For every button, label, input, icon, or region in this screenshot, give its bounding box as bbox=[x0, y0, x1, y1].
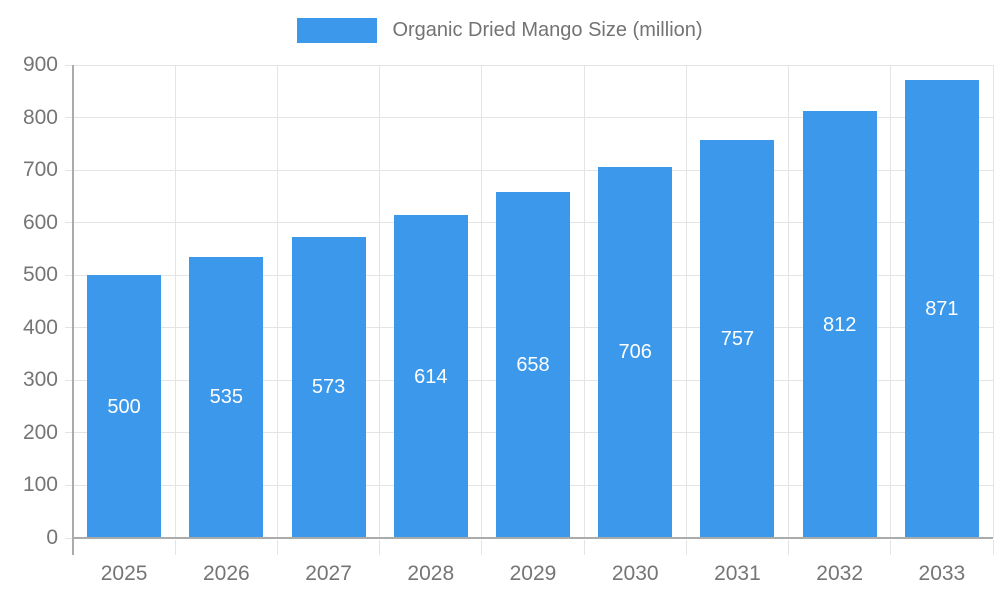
legend[interactable]: Organic Dried Mango Size (million) bbox=[0, 18, 1000, 43]
x-axis-tick bbox=[583, 540, 585, 555]
x-axis-tick-label: 2033 bbox=[918, 562, 966, 585]
y-axis-tick-label: 400 bbox=[22, 315, 58, 339]
x-axis-tick-label: 2026 bbox=[202, 562, 250, 585]
y-axis-tick bbox=[65, 117, 73, 119]
gridline-horizontal bbox=[73, 117, 993, 119]
y-axis-tick bbox=[65, 537, 73, 539]
y-axis-tick bbox=[65, 222, 73, 224]
legend-swatch bbox=[297, 18, 378, 43]
x-axis-tick-label: 2029 bbox=[509, 562, 557, 585]
bar-2029[interactable] bbox=[496, 192, 570, 538]
bar-2032[interactable] bbox=[802, 111, 877, 538]
bar-value-label: 812 bbox=[822, 313, 857, 336]
y-axis-tick-label: 200 bbox=[22, 420, 58, 444]
y-axis-tick-label: 800 bbox=[22, 105, 58, 129]
gridline-vertical bbox=[276, 65, 278, 538]
x-axis-tick-label: 2028 bbox=[407, 562, 455, 585]
gridline-vertical bbox=[481, 65, 483, 538]
bar-value-label: 871 bbox=[925, 298, 959, 321]
legend-label: Organic Dried Mango Size (million) bbox=[392, 19, 703, 41]
bar-2028[interactable] bbox=[393, 215, 468, 538]
gridline-vertical bbox=[992, 65, 994, 538]
x-axis-tick-label: 2025 bbox=[100, 562, 148, 585]
y-axis-tick-label: 700 bbox=[22, 158, 58, 182]
bar-2033[interactable] bbox=[904, 80, 979, 538]
y-axis-tick bbox=[65, 274, 73, 276]
y-axis-tick bbox=[65, 484, 73, 486]
gridline-vertical bbox=[890, 65, 892, 538]
bar-value-label: 658 bbox=[516, 354, 550, 377]
x-axis-tick bbox=[890, 540, 892, 555]
gridline-vertical bbox=[174, 65, 176, 538]
gridline-vertical bbox=[788, 65, 790, 538]
y-axis-tick-label: 600 bbox=[22, 210, 58, 234]
y-axis-tick-label: 300 bbox=[22, 368, 58, 392]
x-axis-tick-label: 2027 bbox=[305, 562, 352, 585]
bar-2030[interactable] bbox=[598, 166, 673, 538]
gridline-horizontal bbox=[73, 64, 993, 66]
bar-2026[interactable] bbox=[189, 256, 264, 538]
y-axis-tick bbox=[65, 379, 73, 381]
x-axis-tick bbox=[992, 540, 994, 555]
y-axis-tick-label: 900 bbox=[22, 53, 58, 76]
x-axis-tick bbox=[379, 540, 381, 555]
bar-value-label: 573 bbox=[311, 376, 346, 399]
x-axis-tick-label: 2031 bbox=[714, 562, 761, 585]
gridline-vertical bbox=[685, 65, 687, 538]
y-axis-tick bbox=[65, 64, 73, 66]
gridline-horizontal bbox=[73, 169, 993, 171]
y-axis-tick-label: 500 bbox=[22, 263, 58, 287]
x-axis-tick bbox=[788, 540, 790, 555]
x-axis-tick bbox=[174, 540, 176, 555]
x-axis-tick-label: 2032 bbox=[816, 562, 864, 585]
x-axis-tick bbox=[685, 540, 687, 555]
y-axis-tick bbox=[65, 432, 73, 434]
y-axis-tick bbox=[65, 169, 73, 171]
bar-value-label: 535 bbox=[209, 386, 244, 409]
bar-2031[interactable] bbox=[700, 140, 775, 538]
gridline-vertical bbox=[583, 65, 585, 538]
bar-value-label: 757 bbox=[720, 328, 755, 351]
bar-2025[interactable] bbox=[87, 275, 162, 538]
bar-value-label: 706 bbox=[618, 341, 652, 364]
bar-2027[interactable] bbox=[291, 236, 366, 538]
y-axis-line bbox=[72, 65, 74, 555]
x-axis-tick-label: 2030 bbox=[611, 562, 659, 585]
y-axis-tick-label: 100 bbox=[22, 473, 58, 497]
bar-value-label: 500 bbox=[107, 395, 141, 418]
x-axis-line bbox=[72, 537, 993, 539]
y-axis-tick bbox=[65, 327, 73, 329]
y-axis-tick-label: 0 bbox=[46, 526, 58, 549]
x-axis-tick bbox=[276, 540, 278, 555]
bar-value-label: 614 bbox=[414, 365, 448, 388]
gridline-vertical bbox=[379, 65, 381, 538]
x-axis-tick bbox=[481, 540, 483, 555]
